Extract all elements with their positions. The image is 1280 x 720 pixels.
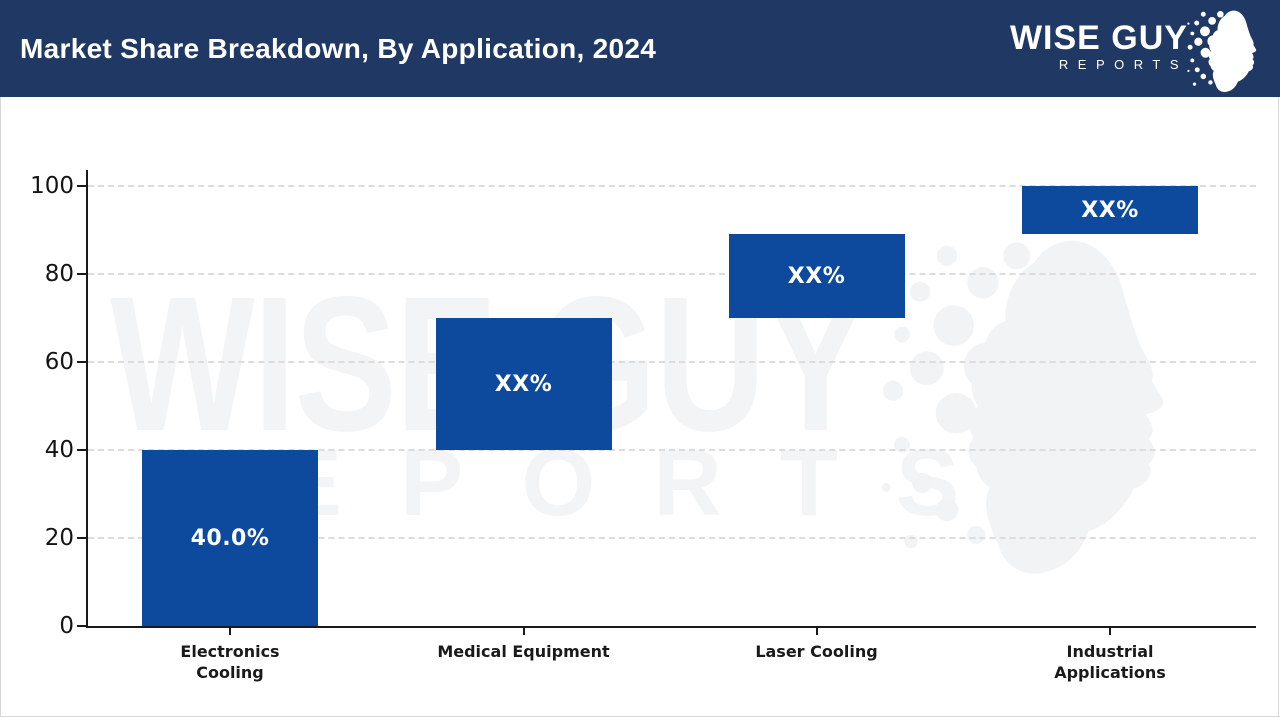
category-label-1: Medical Equipment [404, 641, 644, 662]
wiseguy-logo-text: WISE GUY REPORTS [1010, 20, 1188, 73]
category-label-line: Industrial [1066, 642, 1154, 661]
gridline-60 [88, 361, 1256, 363]
y-tick-20 [77, 537, 86, 539]
y-tick-40 [77, 449, 86, 451]
y-tick-label-40: 40 [44, 437, 74, 463]
category-label-3: Industrial Applications [990, 641, 1230, 683]
y-tick-100 [77, 185, 86, 187]
category-label-line: Cooling [196, 663, 264, 682]
y-axis [86, 170, 88, 626]
y-tick-60 [77, 361, 86, 363]
category-label-line: Electronics [180, 642, 280, 661]
category-label-line: Laser Cooling [755, 642, 878, 661]
y-tick-label-60: 60 [44, 349, 74, 375]
category-label-2: Laser Cooling [697, 641, 937, 662]
header-bar: Market Share Breakdown, By Application, … [0, 0, 1280, 97]
category-label-0: Electronics Cooling [110, 641, 350, 683]
bar-value-label: XX% [494, 371, 553, 397]
x-tick-2 [815, 628, 818, 635]
gridline-20 [88, 537, 1256, 539]
bar-value-label: XX% [787, 263, 846, 289]
gridline-40 [88, 449, 1256, 451]
bar-3: XX% [1022, 186, 1198, 235]
category-label-line: Medical Equipment [437, 642, 610, 661]
x-tick-3 [1109, 628, 1111, 635]
y-tick-label-0: 0 [59, 613, 74, 639]
y-tick-label-20: 20 [44, 525, 74, 551]
frame-bottom [0, 716, 1280, 717]
gridline-80 [88, 273, 1256, 275]
logo-subtitle: REPORTS [1058, 57, 1188, 72]
frame-left [0, 97, 1, 716]
y-tick-label-100: 100 [30, 173, 74, 199]
bar-1: XX% [435, 318, 612, 450]
x-tick-1 [522, 628, 525, 635]
chart-title: Market Share Breakdown, By Application, … [20, 32, 657, 64]
bar-value-label: XX% [1081, 197, 1139, 223]
y-tick-80 [77, 273, 86, 275]
y-tick-0 [77, 625, 86, 627]
bar-value-label: 40.0% [190, 525, 270, 551]
bar-0: 40.0% [142, 450, 318, 626]
logo-wordmark: WISE GUY [1009, 19, 1188, 57]
wiseguy-logo: WISE GUY REPORTS [1010, 4, 1266, 94]
x-axis [86, 626, 1256, 628]
x-tick-0 [229, 628, 231, 635]
category-label-line: Applications [1054, 663, 1166, 682]
y-tick-label-80: 80 [44, 261, 74, 287]
bar-2: XX% [728, 234, 905, 318]
gridline-100 [88, 185, 1256, 187]
frame-right [1278, 97, 1279, 716]
